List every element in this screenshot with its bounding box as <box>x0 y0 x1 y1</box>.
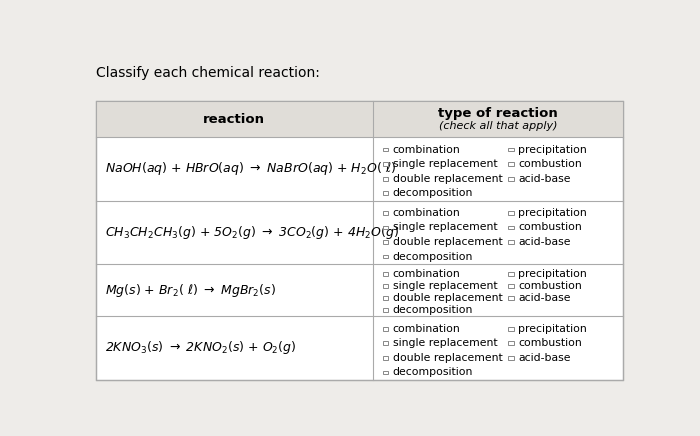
Bar <box>382 240 389 244</box>
Text: type of reaction: type of reaction <box>438 107 558 120</box>
Text: combustion: combustion <box>519 159 582 169</box>
Bar <box>508 177 514 181</box>
Bar <box>508 211 514 215</box>
Bar <box>382 148 389 151</box>
Bar <box>508 240 514 244</box>
Text: decomposition: decomposition <box>393 305 473 315</box>
Bar <box>508 296 514 300</box>
Text: reaction: reaction <box>203 112 265 126</box>
Text: precipitation: precipitation <box>519 208 587 218</box>
Bar <box>508 148 514 151</box>
Text: double replacement: double replacement <box>393 237 503 247</box>
Text: combination: combination <box>393 324 461 334</box>
Text: NaOH$(aq)$ + HBrO$(aq)$ $\rightarrow$ NaBrO$(aq)$ + H$_2$O$(\ \ell)$: NaOH$(aq)$ + HBrO$(aq)$ $\rightarrow$ Na… <box>106 160 396 177</box>
Text: Classify each chemical reaction:: Classify each chemical reaction: <box>96 66 319 80</box>
Text: single replacement: single replacement <box>393 338 498 348</box>
Bar <box>508 162 514 166</box>
Bar <box>508 284 514 288</box>
Text: double replacement: double replacement <box>393 353 503 363</box>
Bar <box>382 371 389 374</box>
Text: single replacement: single replacement <box>393 159 498 169</box>
Bar <box>382 255 389 259</box>
Text: decomposition: decomposition <box>393 368 473 378</box>
Bar <box>382 191 389 195</box>
Text: combustion: combustion <box>519 338 582 348</box>
Bar <box>96 101 624 380</box>
Text: (check all that apply): (check all that apply) <box>439 121 557 131</box>
Text: acid-base: acid-base <box>519 174 571 184</box>
Text: acid-base: acid-base <box>519 293 571 303</box>
Bar <box>508 272 514 276</box>
Text: combination: combination <box>393 145 461 155</box>
Text: acid-base: acid-base <box>519 353 571 363</box>
Text: combustion: combustion <box>519 281 582 291</box>
Text: single replacement: single replacement <box>393 222 498 232</box>
Text: double replacement: double replacement <box>393 293 503 303</box>
Bar <box>508 327 514 330</box>
Text: acid-base: acid-base <box>519 237 571 247</box>
Bar <box>508 356 514 360</box>
Bar <box>382 272 389 276</box>
Bar <box>508 225 514 229</box>
Bar <box>508 341 514 345</box>
Text: decomposition: decomposition <box>393 252 473 262</box>
Text: decomposition: decomposition <box>393 188 473 198</box>
Text: double replacement: double replacement <box>393 174 503 184</box>
Bar <box>96 101 624 137</box>
Bar <box>382 211 389 215</box>
Text: Mg$(s)$ + Br$_2$$(\ \ell)$ $\rightarrow$ MgBr$_2$$(s)$: Mg$(s)$ + Br$_2$$(\ \ell)$ $\rightarrow$… <box>106 282 276 299</box>
Text: precipitation: precipitation <box>519 269 587 279</box>
Text: combination: combination <box>393 269 461 279</box>
Bar <box>382 341 389 345</box>
Bar <box>382 356 389 360</box>
Text: precipitation: precipitation <box>519 145 587 155</box>
Text: combination: combination <box>393 208 461 218</box>
Text: 2KNO$_3$$(s)$ $\rightarrow$ 2KNO$_2$$(s)$ + O$_2$$(g)$: 2KNO$_3$$(s)$ $\rightarrow$ 2KNO$_2$$(s)… <box>106 340 297 357</box>
Bar <box>382 284 389 288</box>
Text: combustion: combustion <box>519 222 582 232</box>
Text: precipitation: precipitation <box>519 324 587 334</box>
Bar <box>382 177 389 181</box>
Bar <box>382 162 389 166</box>
Bar <box>382 296 389 300</box>
Bar <box>382 327 389 330</box>
Text: CH$_3$CH$_2$CH$_3$$(g)$ + 5O$_2$$(g)$ $\rightarrow$ 3CO$_2$$(g)$ + 4H$_2$O$(g)$: CH$_3$CH$_2$CH$_3$$(g)$ + 5O$_2$$(g)$ $\… <box>106 224 399 241</box>
Text: single replacement: single replacement <box>393 281 498 291</box>
Bar <box>382 308 389 312</box>
Bar <box>382 225 389 229</box>
